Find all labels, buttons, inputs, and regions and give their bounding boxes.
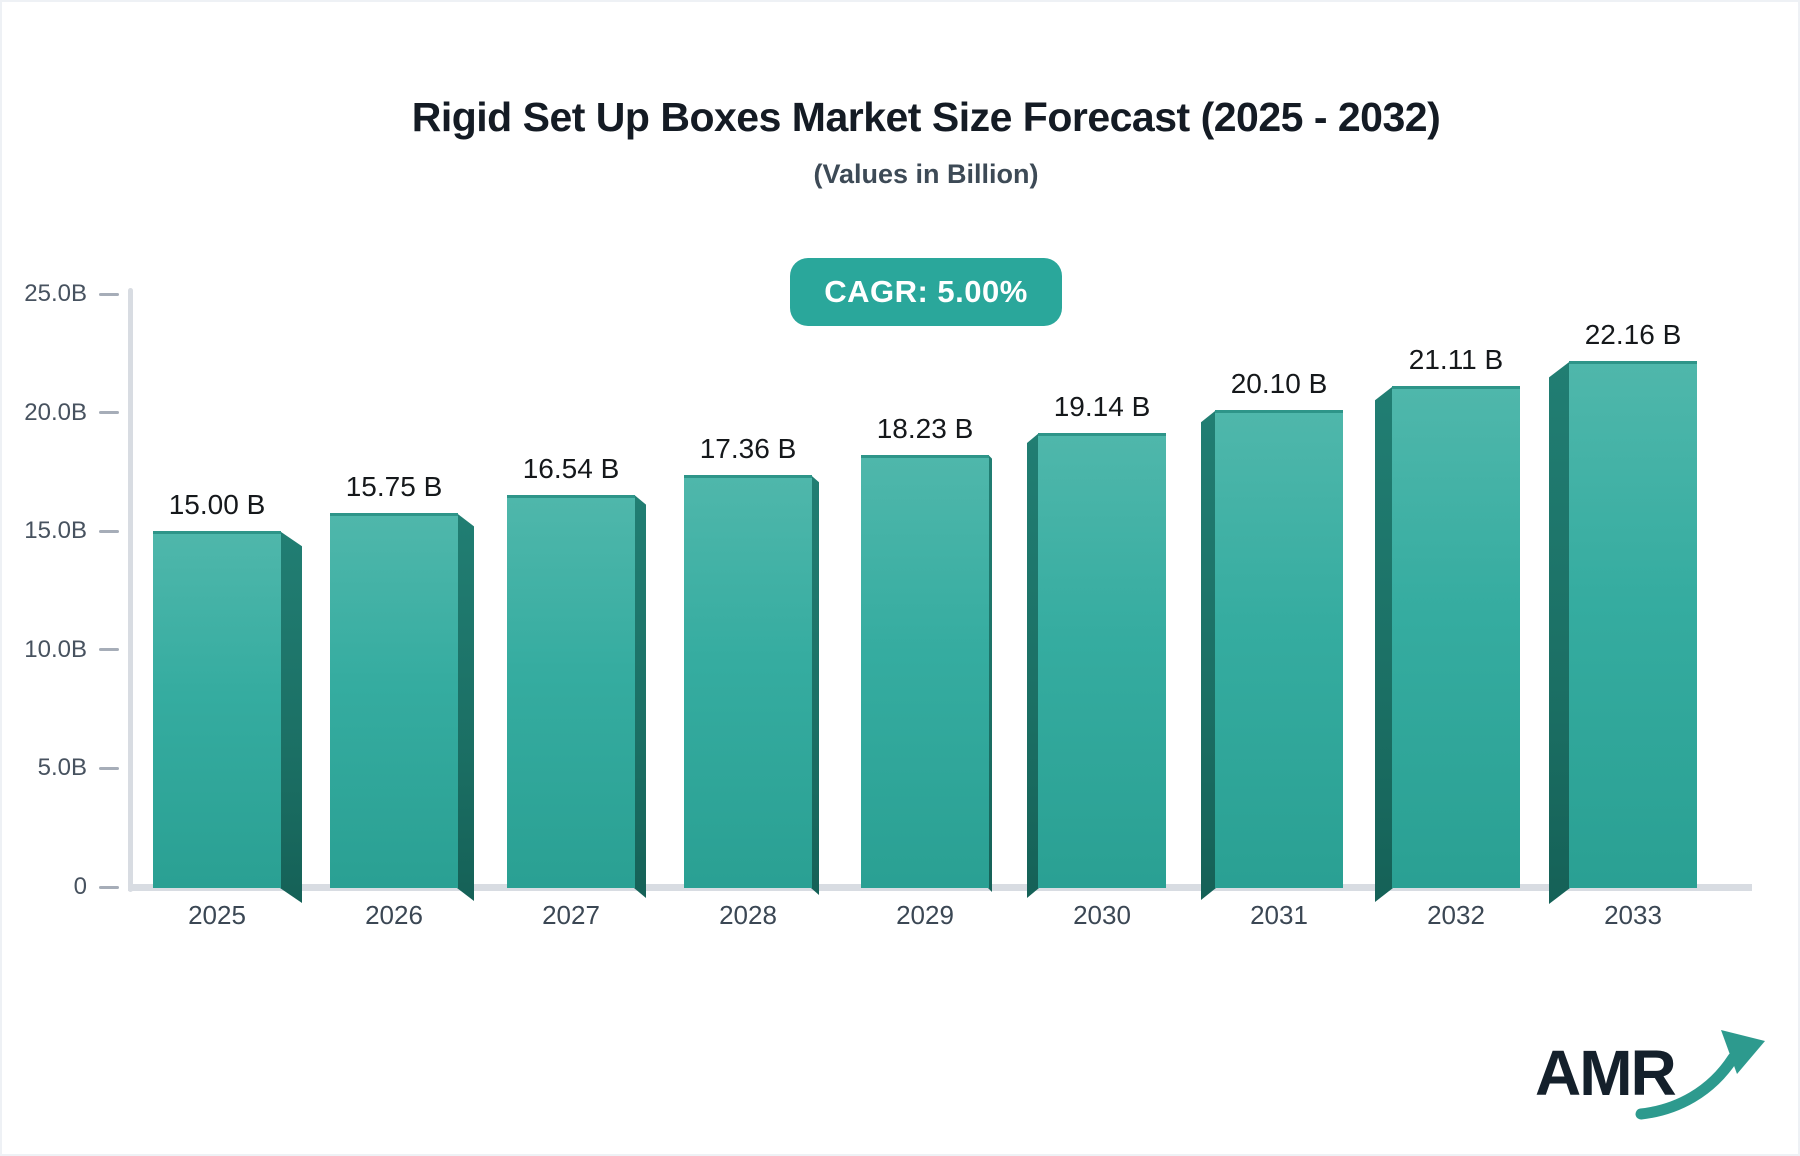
x-axis-label-2029: 2029 [896,900,954,930]
bar-2025 [153,531,281,888]
bar-side-panel [280,531,302,903]
bar-value-label: 17.36 B [699,433,797,465]
growth-arrow-icon [1635,1030,1765,1120]
y-axis-tick [99,648,119,652]
y-axis-tick [99,766,119,770]
bar-side-panel [1201,410,1216,900]
bar-value-label: 22.16 B [1584,319,1682,351]
x-axis-label-2031: 2031 [1250,900,1308,930]
chart-title: Rigid Set Up Boxes Market Size Forecast … [411,94,1441,140]
y-axis-tick-label: 10.0B [24,635,87,663]
bar-value-label: 15.75 B [345,471,443,503]
x-axis-label-2026: 2026 [365,900,423,930]
bar-side-panel [634,495,646,898]
y-axis-tick-label: 0 [73,873,87,900]
chart-subtitle: (Values in Billion) [813,159,1039,189]
cagr-badge-label: CAGR: 5.00% [824,274,1028,309]
bar-2026 [330,513,458,888]
bar-value-label: 20.10 B [1230,368,1328,400]
bar-2029 [861,454,989,888]
y-axis-tick-label: 25.0B [24,280,87,307]
y-axis-tick [99,529,119,533]
y-axis-line [128,288,133,892]
amr-logo-text: AMR [1535,1037,1677,1109]
bar-2031 [1215,410,1343,888]
bar-value-label: 19.14 B [1053,390,1151,422]
y-axis-tick-label: 20.0B [24,398,87,426]
y-axis-tick-label: 15.0B [24,517,87,545]
y-axis-tick [99,885,119,889]
bar-2033 [1569,361,1697,888]
y-axis-tick [99,292,119,296]
x-axis-label-2032: 2032 [1427,900,1485,930]
bar-value-label: 16.54 B [522,452,620,484]
x-axis-label-2025: 2025 [188,900,246,930]
bar-value-label: 18.23 B [876,412,974,444]
bar-side-panel [1549,361,1570,904]
y-axis-tick-label: 5.0B [37,754,87,782]
bar-side-panel [811,475,819,895]
bar-side-panel [457,513,474,901]
bar-2030 [1038,432,1166,888]
bar-value-label: 21.11 B [1408,344,1504,376]
x-axis-label-2027: 2027 [542,900,600,930]
bar-side-panel [1375,386,1393,902]
bar-side-panel [988,455,992,892]
chart-header: Rigid Set Up Boxes Market Size Forecast … [2,2,1798,190]
x-axis-label-2028: 2028 [719,900,777,930]
y-axis-tick [99,411,119,415]
bar-2032 [1392,386,1520,888]
bar-side-panel [1027,433,1039,898]
bar-value-label: 15.00 B [168,489,266,521]
bar-2027 [507,494,635,888]
bar-2028 [684,475,812,888]
x-axis-label-2030: 2030 [1073,900,1131,930]
x-axis-label-2033: 2033 [1604,900,1662,930]
cagr-badge: CAGR: 5.00% [790,258,1062,326]
amr-logo: AMR [1527,1024,1767,1129]
